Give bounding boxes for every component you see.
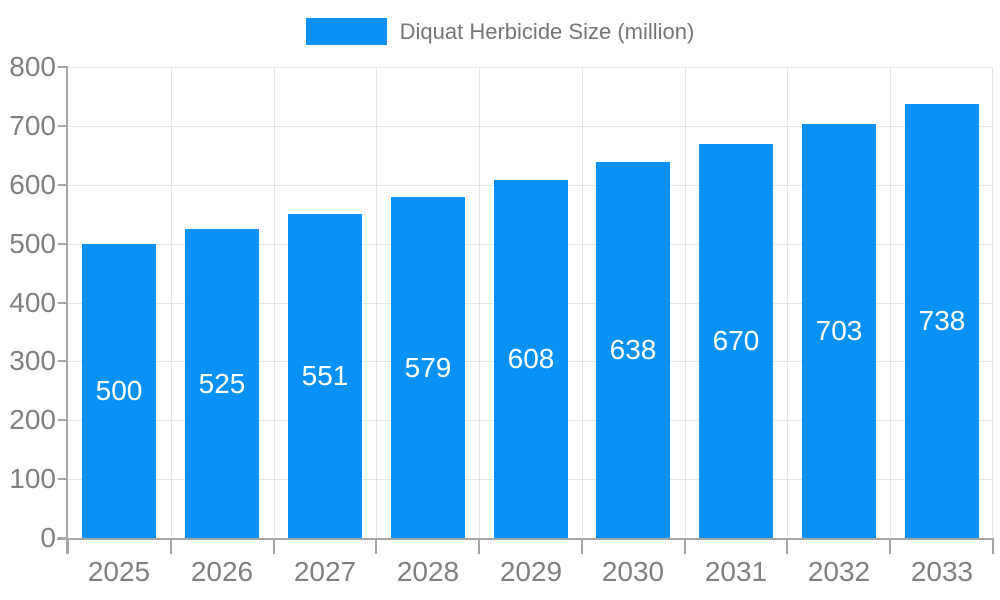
x-tick-mark xyxy=(375,538,377,554)
gridline-h xyxy=(68,67,993,68)
x-tick-mark xyxy=(581,538,583,554)
gridline-v xyxy=(582,67,583,538)
y-tick-label: 600 xyxy=(9,169,56,200)
x-tick-mark xyxy=(67,538,69,554)
gridline-h xyxy=(68,125,993,127)
x-tick-mark xyxy=(786,538,788,554)
x-tick-label: 2027 xyxy=(293,556,357,587)
legend: Diquat Herbicide Size (million) xyxy=(0,18,1000,45)
gridline-v xyxy=(376,67,377,538)
bar: 608 xyxy=(494,180,568,538)
gridline-v xyxy=(685,67,686,538)
x-tick-mark xyxy=(889,538,891,554)
bar: 579 xyxy=(391,197,465,538)
y-tick-mark xyxy=(58,360,68,362)
y-tick-mark xyxy=(58,478,68,480)
bar: 500 xyxy=(82,244,156,538)
y-tick-label: 700 xyxy=(9,110,56,141)
gridline-v xyxy=(274,67,275,538)
y-tick-label: 800 xyxy=(9,51,56,82)
y-tick-mark xyxy=(58,419,68,421)
bar-value-label: 670 xyxy=(712,325,760,356)
bar-value-label: 703 xyxy=(815,315,863,346)
x-tick-label: 2032 xyxy=(807,556,871,587)
y-tick-mark xyxy=(58,537,68,539)
y-tick-mark xyxy=(58,302,68,304)
bar-value-label: 638 xyxy=(609,334,657,365)
y-axis-line xyxy=(66,67,68,554)
x-tick-label: 2033 xyxy=(910,556,974,587)
plot-area: 500 525 551 579 608 638 670 703 738 xyxy=(68,67,993,538)
bar: 738 xyxy=(905,104,979,538)
legend-swatch xyxy=(305,18,387,45)
bar-value-label: 500 xyxy=(95,375,143,406)
bar-value-label: 525 xyxy=(198,367,246,399)
y-tick-mark xyxy=(58,184,68,186)
x-tick-label: 2029 xyxy=(499,556,563,587)
x-tick-label: 2026 xyxy=(190,556,254,587)
gridline-v xyxy=(890,67,891,538)
y-tick-label: 400 xyxy=(9,287,56,318)
x-tick-label: 2025 xyxy=(87,556,151,587)
x-tick-label: 2031 xyxy=(704,556,768,587)
y-tick-label: 200 xyxy=(9,404,56,435)
x-axis-line xyxy=(57,538,993,540)
gridline-v xyxy=(787,67,788,538)
gridline-v xyxy=(479,67,480,538)
y-tick-label: 100 xyxy=(9,463,56,494)
x-tick-label: 2028 xyxy=(396,556,460,587)
x-tick-mark xyxy=(170,538,172,554)
y-tick-mark xyxy=(58,66,68,68)
legend-label: Diquat Herbicide Size (million) xyxy=(399,18,695,44)
bar: 703 xyxy=(802,124,876,538)
x-tick-label: 2030 xyxy=(601,556,665,587)
x-tick-mark xyxy=(273,538,275,554)
bar-value-label: 551 xyxy=(301,360,349,391)
y-tick-mark xyxy=(58,243,68,245)
y-tick-label: 500 xyxy=(9,228,56,259)
bar-value-label: 608 xyxy=(507,343,555,374)
y-tick-label: 0 xyxy=(40,522,56,553)
bar-value-label: 579 xyxy=(404,351,452,383)
x-tick-mark xyxy=(992,538,994,554)
gridline-v xyxy=(171,67,172,538)
bar: 638 xyxy=(596,162,670,538)
x-tick-mark xyxy=(478,538,480,554)
gridline-v xyxy=(992,67,993,538)
x-tick-mark xyxy=(684,538,686,554)
bar-value-label: 738 xyxy=(918,305,966,336)
y-tick-label: 300 xyxy=(9,345,56,376)
y-tick-mark xyxy=(58,125,68,127)
bar: 670 xyxy=(699,144,773,538)
bar: 551 xyxy=(288,214,362,538)
bar: 525 xyxy=(185,229,259,538)
